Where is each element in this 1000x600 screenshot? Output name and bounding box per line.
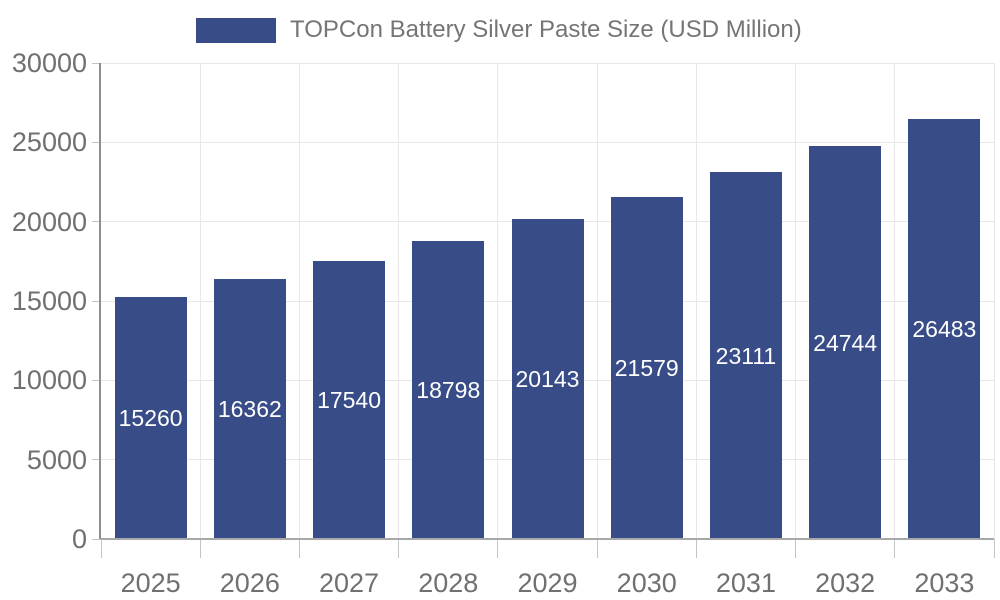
y-axis-tick-label: 15000 bbox=[11, 286, 87, 316]
bar-value-label: 21579 bbox=[614, 354, 679, 381]
bar-value-label: 15260 bbox=[118, 404, 183, 431]
x-tick bbox=[398, 539, 400, 558]
y-tick bbox=[92, 300, 101, 302]
x-gridline bbox=[199, 63, 201, 539]
bar-2027[interactable] bbox=[313, 260, 386, 539]
y-gridline bbox=[101, 62, 994, 64]
bar-value-label: 17540 bbox=[317, 386, 382, 413]
y-axis-tick-label: 0 bbox=[71, 524, 87, 554]
bar-value-label: 16362 bbox=[217, 396, 282, 423]
x-axis-tick-label: 2025 bbox=[120, 568, 181, 598]
bar-2028[interactable] bbox=[412, 240, 485, 539]
x-axis-tick-label: 2030 bbox=[616, 568, 677, 598]
bar-value-label: 20143 bbox=[515, 366, 580, 393]
y-tick bbox=[92, 379, 101, 381]
bar-2026[interactable] bbox=[213, 279, 286, 539]
x-gridline bbox=[398, 63, 400, 539]
y-axis-tick-label: 30000 bbox=[11, 48, 87, 78]
chart-legend[interactable]: TOPCon Battery Silver Paste Size (USD Mi… bbox=[196, 16, 802, 44]
x-axis-tick-label: 2027 bbox=[319, 568, 380, 598]
y-axis-line bbox=[99, 63, 101, 539]
bar-value-label: 24744 bbox=[813, 329, 878, 356]
x-tick bbox=[993, 539, 995, 558]
y-gridline bbox=[101, 141, 994, 143]
bar-2029[interactable] bbox=[511, 219, 584, 539]
x-gridline bbox=[993, 63, 995, 539]
x-tick bbox=[199, 539, 201, 558]
x-tick bbox=[497, 539, 499, 558]
y-axis-tick-label: 20000 bbox=[11, 206, 87, 237]
bar-2025[interactable] bbox=[114, 296, 187, 539]
bar-2033[interactable] bbox=[908, 118, 981, 539]
x-axis-tick-label: 2026 bbox=[219, 568, 280, 598]
x-tick bbox=[298, 539, 300, 558]
bar-value-label: 18798 bbox=[416, 376, 481, 403]
x-axis-tick-label: 2029 bbox=[517, 568, 578, 598]
plot-area: 0 5000 10000 15000 20000 25000 30000 15260 2025 1… bbox=[12, 48, 995, 598]
bar-2032[interactable] bbox=[809, 146, 882, 539]
y-axis-tick-label: 10000 bbox=[11, 365, 87, 396]
y-axis-tick-label: 5000 bbox=[26, 444, 87, 475]
y-tick bbox=[92, 221, 101, 223]
x-gridline bbox=[596, 63, 598, 539]
x-axis-tick-label: 2032 bbox=[815, 568, 876, 598]
legend-label: TOPCon Battery Silver Paste Size (USD Mi… bbox=[290, 16, 802, 43]
bar-2031[interactable] bbox=[709, 172, 782, 539]
y-tick bbox=[92, 62, 101, 64]
x-tick bbox=[795, 539, 797, 558]
y-axis-tick-label: 25000 bbox=[11, 127, 87, 158]
x-axis-tick-label: 2028 bbox=[418, 568, 479, 598]
bar-2030[interactable] bbox=[610, 196, 683, 539]
y-tick bbox=[92, 538, 101, 540]
bar-value-label: 26483 bbox=[912, 315, 977, 342]
x-gridline bbox=[894, 63, 896, 539]
x-tick bbox=[894, 539, 896, 558]
legend-swatch-icon bbox=[196, 17, 276, 43]
x-tick bbox=[596, 539, 598, 558]
y-tick bbox=[92, 459, 101, 461]
x-gridline bbox=[497, 63, 499, 539]
x-gridline bbox=[795, 63, 797, 539]
x-tick bbox=[695, 539, 697, 558]
x-axis-tick-label: 2033 bbox=[914, 568, 975, 598]
x-axis-tick-label: 2031 bbox=[715, 568, 776, 598]
y-tick bbox=[92, 141, 101, 143]
x-tick bbox=[100, 539, 102, 558]
x-gridline bbox=[695, 63, 697, 539]
bar-value-label: 23111 bbox=[715, 342, 777, 369]
x-gridline bbox=[298, 63, 300, 539]
x-axis-line bbox=[101, 538, 994, 540]
